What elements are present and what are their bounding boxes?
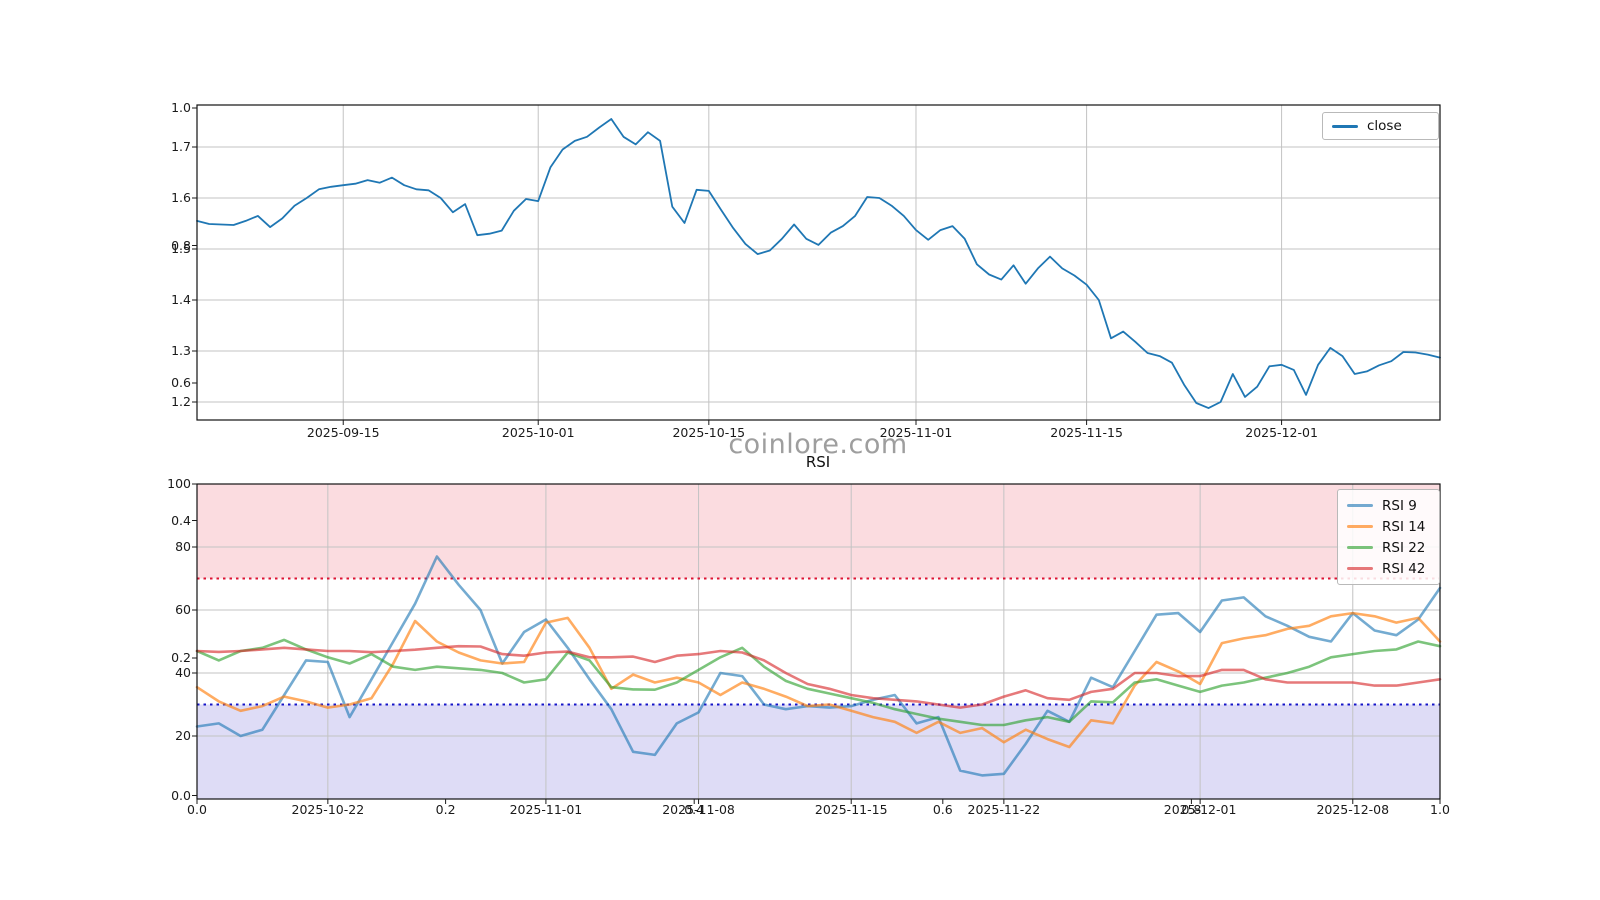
x-tick-label: 2025-10-22 [291, 802, 365, 817]
rsi9-line-swatch [1347, 504, 1373, 507]
rsi42-legend-label: RSI 42 [1382, 560, 1426, 577]
x-tick-label: 2025-11-15 [814, 802, 888, 817]
y-tick-label: 100 [167, 476, 191, 491]
x-tick-label: 2025-09-15 [306, 425, 380, 440]
y-tick-label: 1.7 [171, 139, 191, 154]
x-tick-label: 2025-11-08 [662, 802, 735, 817]
x-tick-label: 2025-11-01 [509, 802, 583, 817]
x-tick-label: 2025-12-01 [1163, 802, 1237, 817]
price-legend: close [1322, 112, 1439, 140]
x-tick-label: 2025-12-01 [1245, 425, 1318, 440]
y-tick-label: 1.6 [171, 190, 191, 205]
x-tick-label: 2025-11-01 [879, 425, 953, 440]
rsi-legend-row: RSI 22 [1347, 537, 1429, 558]
overlay-y-tick-label: 0.4 [171, 512, 191, 528]
x-tick-label: 2025-10-01 [501, 425, 575, 440]
y-tick-label: 1.5 [171, 241, 191, 256]
close-line-swatch [1332, 124, 1358, 128]
y-tick-label: 80 [175, 539, 191, 554]
x-tick-label: 2025-11-15 [1050, 425, 1123, 440]
y-tick-label: 20 [175, 728, 191, 743]
overlay-x-tick-label: 1.0 [1430, 802, 1450, 817]
x-tick-label: 2025-10-15 [672, 425, 746, 440]
watermark: coinlore.com [728, 429, 908, 460]
overlay-y-tick-label: 0.0 [171, 787, 191, 803]
close-legend-label: close [1367, 118, 1402, 134]
overlay-x-tick-label: 0.0 [187, 802, 207, 817]
y-tick-label: 1.4 [171, 292, 191, 307]
rsi22-line-swatch [1347, 546, 1373, 549]
rsi42-line-swatch [1347, 567, 1373, 570]
overlay-x-tick-label: 0.8 [1181, 802, 1202, 817]
rsi14-legend-label: RSI 14 [1382, 518, 1426, 535]
rsi14-line-swatch [1347, 525, 1373, 528]
rsi-legend-row: RSI 42 [1347, 558, 1429, 579]
x-tick-label: 2025-11-22 [967, 802, 1041, 817]
y-tick-label: 1.2 [171, 394, 191, 409]
overlay-x-tick-label: 0.2 [435, 802, 456, 817]
overlay-x-tick-label: 0.6 [932, 802, 953, 817]
rsi-chart-title: RSI [805, 453, 831, 471]
rsi-legend-row: RSI 9 [1347, 495, 1429, 516]
y-tick-label: 60 [175, 602, 191, 617]
rsi9-legend-label: RSI 9 [1382, 497, 1417, 514]
overlay-y-tick-label: 0.8 [171, 237, 191, 253]
overlay-y-tick-label: 0.6 [171, 375, 191, 390]
overlay-x-tick-label: 0.4 [684, 802, 705, 817]
overlay-y-tick-label: 0.2 [171, 650, 191, 665]
rsi-legend-row: RSI 14 [1347, 516, 1429, 537]
rsi-legend: RSI 9 RSI 14 RSI 22 RSI 42 [1337, 489, 1440, 585]
y-tick-label: 1.3 [171, 343, 191, 358]
price-legend-row: close [1332, 118, 1428, 134]
x-tick-label: 2025-12-08 [1316, 802, 1390, 817]
overlay-y-tick-label: 1.0 [171, 100, 191, 115]
rsi22-legend-label: RSI 22 [1382, 539, 1426, 556]
y-tick-label: 40 [175, 665, 191, 680]
